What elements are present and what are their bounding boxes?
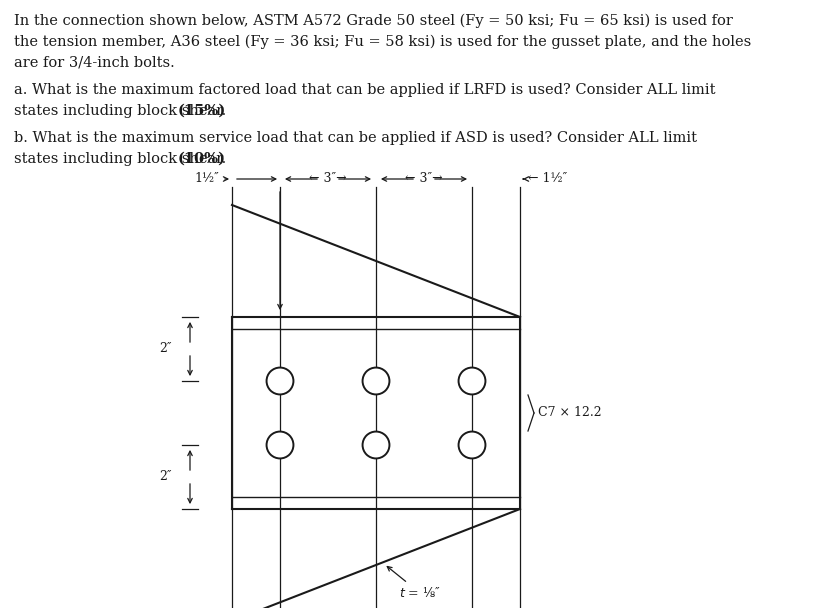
Text: (15%): (15%): [178, 104, 226, 118]
Text: states including block shear.: states including block shear.: [14, 152, 231, 166]
Text: 2″: 2″: [159, 471, 172, 483]
Text: a. What is the maximum factored load that can be applied if LRFD is used? Consid: a. What is the maximum factored load tha…: [14, 83, 715, 97]
Text: ← 3″→: ← 3″→: [310, 173, 346, 185]
Text: states including block shear.: states including block shear.: [14, 104, 231, 118]
Circle shape: [363, 368, 389, 395]
Circle shape: [363, 432, 389, 458]
Circle shape: [459, 432, 485, 458]
Circle shape: [459, 368, 485, 395]
Text: $t$ = ⅛″: $t$ = ⅛″: [388, 567, 441, 600]
Circle shape: [267, 368, 293, 395]
Circle shape: [267, 432, 293, 458]
Text: 1½″: 1½″: [194, 173, 218, 185]
Text: ← 1½″: ← 1½″: [528, 173, 567, 185]
Text: In the connection shown below, ASTM A572 Grade 50 steel (Fy = 50 ksi; Fu = 65 ks: In the connection shown below, ASTM A572…: [14, 14, 733, 29]
Text: ← 3″→: ← 3″→: [406, 173, 443, 185]
Text: 2″: 2″: [159, 342, 172, 356]
Text: b. What is the maximum service load that can be applied if ASD is used? Consider: b. What is the maximum service load that…: [14, 131, 697, 145]
Text: (10%): (10%): [178, 152, 226, 166]
Text: the tension member, A36 steel (Fy = 36 ksi; Fu = 58 ksi) is used for the gusset : the tension member, A36 steel (Fy = 36 k…: [14, 35, 751, 49]
Text: are for 3/4-inch bolts.: are for 3/4-inch bolts.: [14, 56, 175, 70]
Text: C7 × 12.2: C7 × 12.2: [538, 407, 602, 420]
